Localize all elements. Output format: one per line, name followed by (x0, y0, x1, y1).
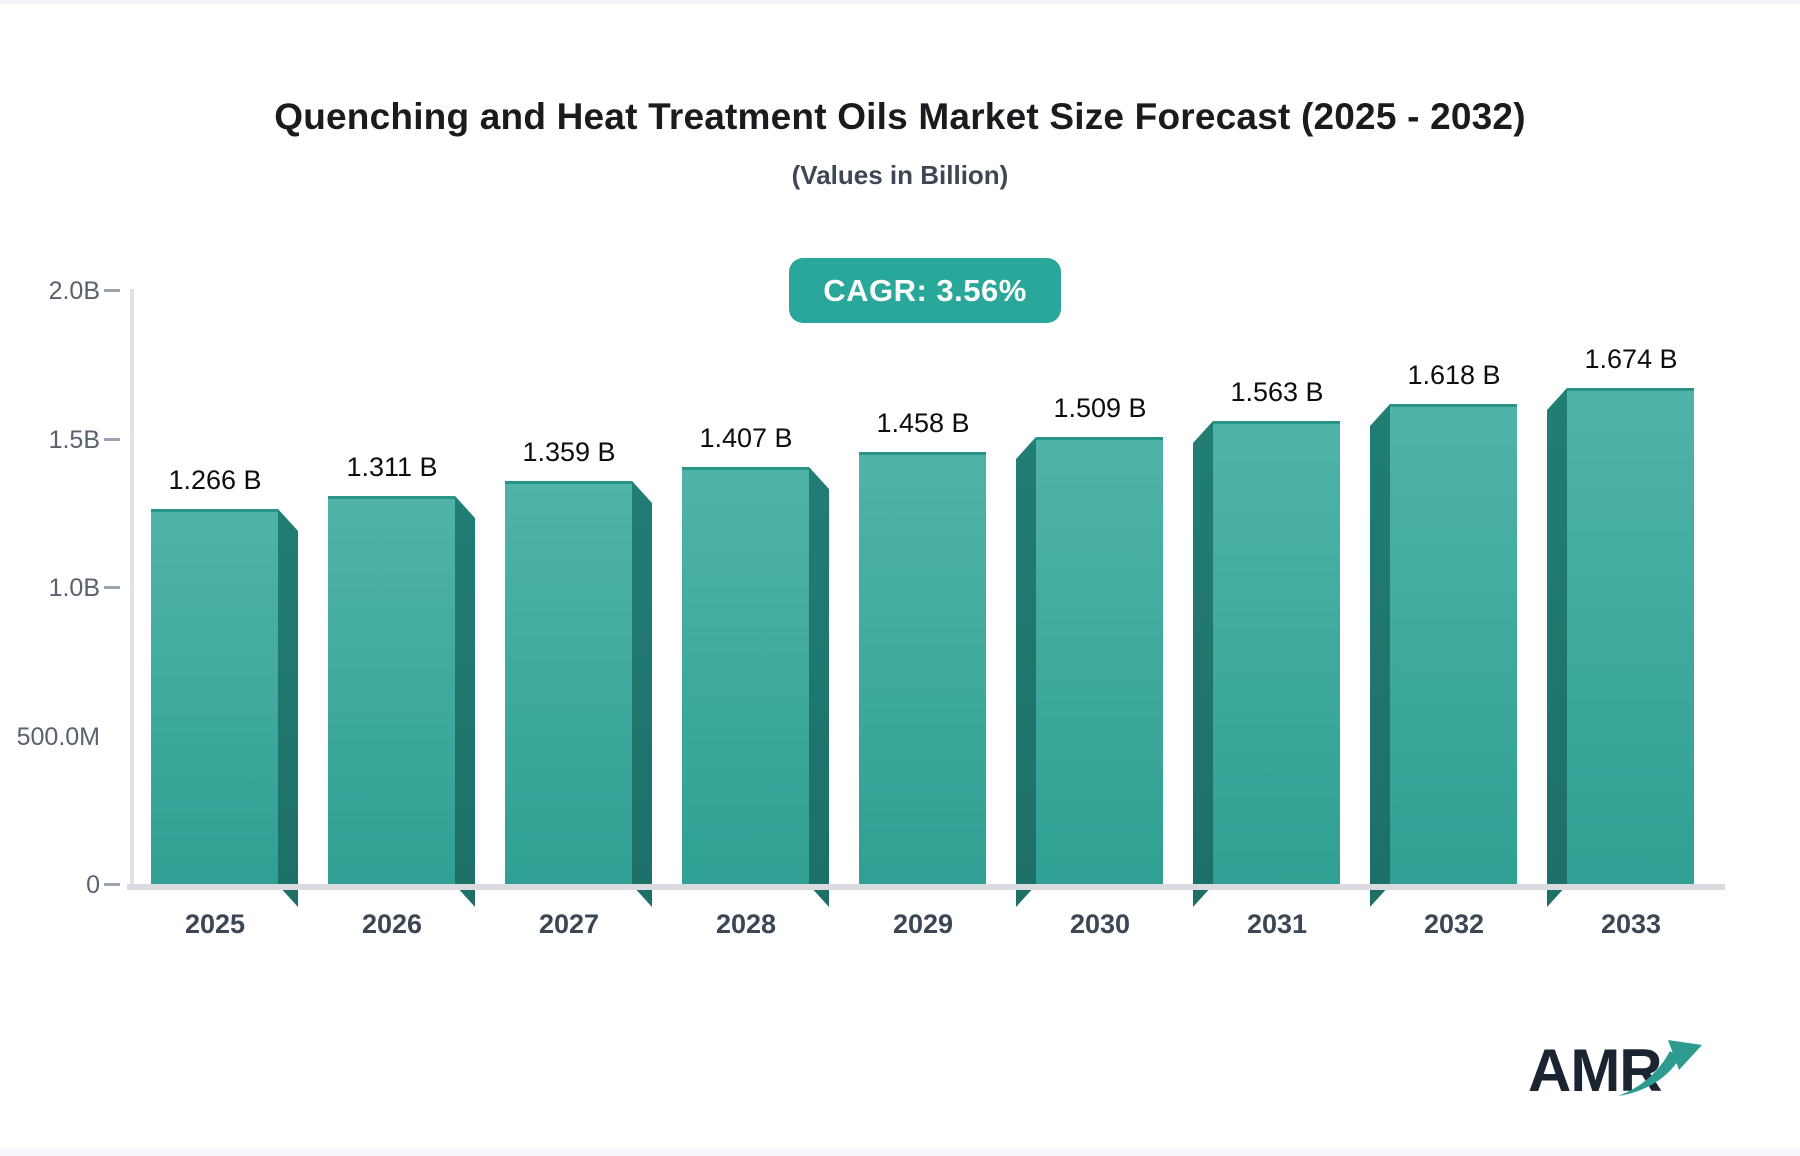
x-axis-label-2032: 2032 (1423, 909, 1485, 939)
chart-subtitle: (Values in Billion) (791, 160, 1009, 190)
bar-side-2033 (1547, 388, 1567, 907)
cagr-badge: CAGR: 3.56% (789, 258, 1061, 323)
y-tick-label-2.0B: 2.0B (48, 277, 100, 305)
bottom-edge-strip (0, 1147, 1800, 1156)
bar-side-2025 (278, 509, 298, 907)
bar-side-2030 (1016, 437, 1036, 907)
y-tick-dash-1.5B (104, 437, 120, 441)
y-tick-dash-1.0B (104, 586, 120, 589)
y-tick-dash-2.0B (104, 289, 120, 292)
bar-value-label-2027: 1.359 B (522, 437, 616, 467)
bar-value-label-2030: 1.509 B (1053, 393, 1147, 423)
bar-2032 (1390, 404, 1517, 885)
x-axis-label-2030: 2030 (1069, 909, 1131, 939)
y-tick-label-500.0M: 500.0M (16, 722, 100, 751)
bar-value-label-2028: 1.407 B (699, 423, 793, 453)
brand-logo-text: AMR (1528, 1037, 1663, 1104)
x-axis-label-2028: 2028 (715, 909, 777, 939)
bar-2025 (151, 509, 278, 885)
bar-value-label-2025: 1.266 B (168, 465, 262, 495)
bar-side-2031 (1193, 421, 1213, 907)
bar-2026 (328, 496, 455, 885)
bar-side-2028 (809, 467, 829, 907)
y-tick-dash-0 (104, 883, 120, 886)
bar-value-label-2033: 1.674 B (1584, 344, 1678, 374)
y-tick-label-0: 0 (86, 871, 100, 899)
bar-2029 (859, 452, 986, 885)
bar-value-label-2031: 1.563 B (1230, 377, 1324, 407)
x-axis-baseline (127, 884, 1725, 890)
cagr-badge-label: CAGR: 3.56% (823, 272, 1027, 308)
bar-side-2032 (1370, 404, 1390, 907)
bar-value-label-2026: 1.311 B (346, 452, 438, 482)
y-axis-line (130, 289, 134, 886)
x-axis-label-2031: 2031 (1246, 909, 1308, 939)
y-tick-label-1.5B: 1.5B (48, 425, 100, 454)
bar-value-label-2029: 1.458 B (876, 408, 970, 438)
bar-value-label-2032: 1.618 B (1407, 360, 1501, 390)
x-axis-label-2026: 2026 (361, 909, 423, 939)
x-axis-label-2033: 2033 (1600, 909, 1662, 939)
x-axis-label-2029: 2029 (892, 909, 954, 939)
growth-arrow-icon (1618, 1040, 1702, 1096)
bar-2031 (1213, 421, 1340, 885)
bar-2033 (1567, 388, 1694, 885)
bar-side-2027 (632, 481, 652, 907)
x-axis-label-2025: 2025 (184, 909, 246, 939)
top-edge-strip (0, 0, 1800, 4)
bar-2027 (505, 481, 632, 885)
y-tick-label-1.0B: 1.0B (48, 574, 100, 602)
bar-side-2026 (455, 496, 475, 907)
brand-logo: AMR (1528, 1036, 1728, 1112)
x-axis-label-2027: 2027 (538, 909, 600, 939)
bar-2030 (1036, 437, 1163, 885)
chart-title: Quenching and Heat Treatment Oils Market… (274, 96, 1526, 137)
bar-2028 (682, 467, 809, 885)
